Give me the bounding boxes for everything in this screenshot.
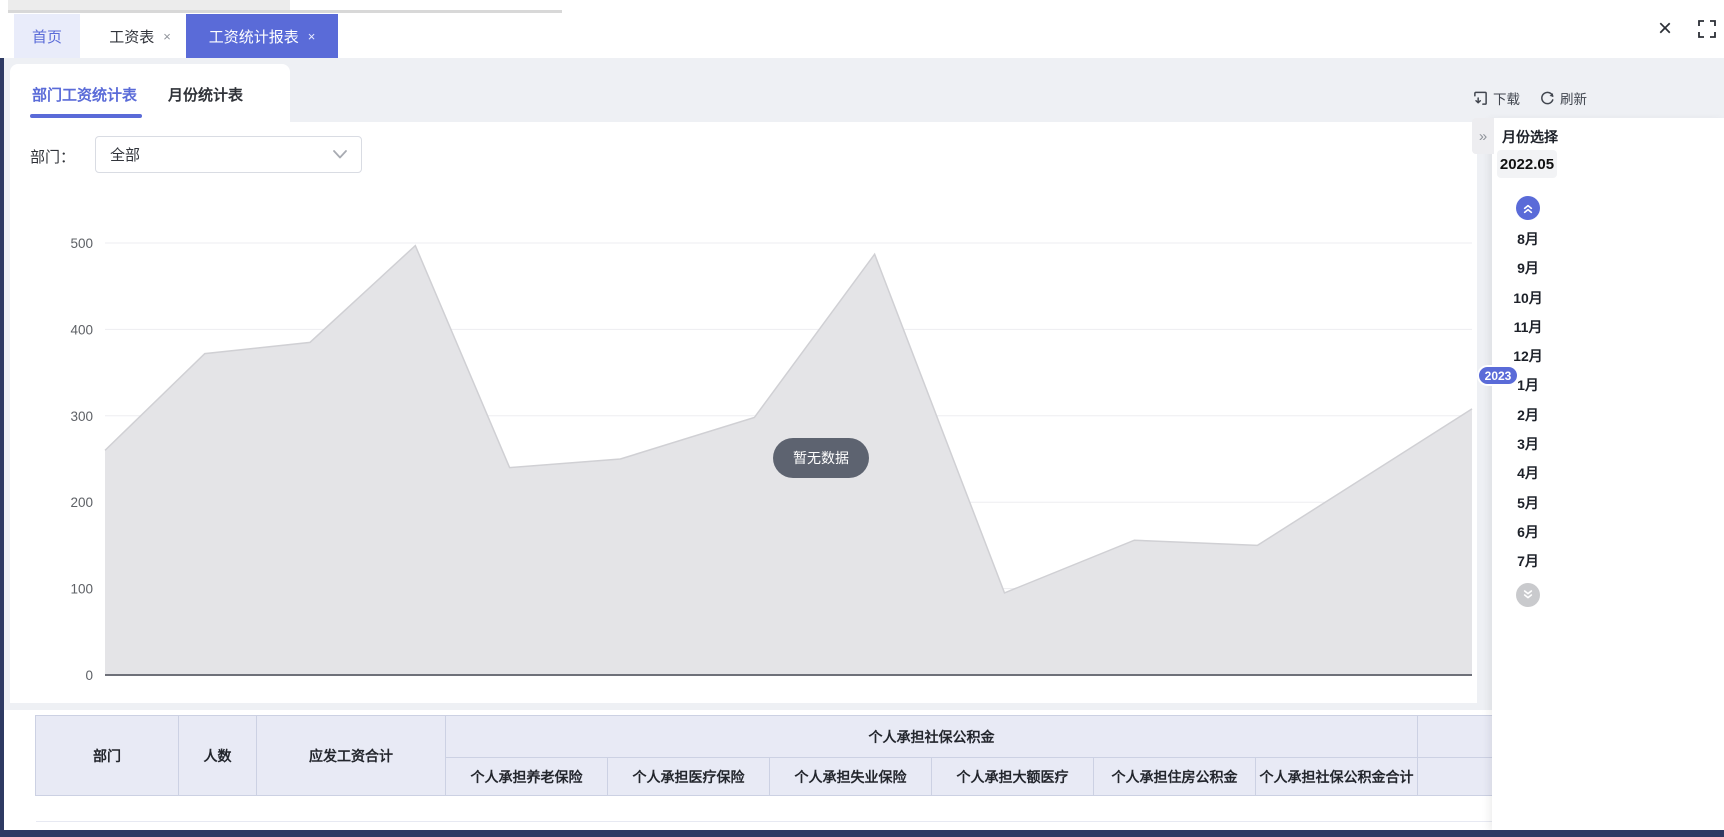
month-item[interactable]: 8月 <box>1517 231 1539 247</box>
tab-home[interactable]: 首页 <box>14 14 80 58</box>
month-item[interactable]: 11月 <box>1513 318 1543 335</box>
department-salary-table: 部门 人数 应发工资合计 个人承担社保公积金 个人承担养老保险 个人承担医疗保险… <box>35 715 1620 822</box>
tab-home-label: 首页 <box>31 28 62 46</box>
table-panel: 部门 人数 应发工资合计 个人承担社保公积金 个人承担养老保险 个人承担医疗保险… <box>4 710 1724 830</box>
close-icon[interactable]: × <box>1657 15 1672 42</box>
panel-collapse-button[interactable]: » <box>1472 118 1494 154</box>
svg-text:400: 400 <box>70 322 93 337</box>
month-item[interactable]: 1月 <box>1517 377 1539 394</box>
col-header-medical: 个人承担医疗保险 <box>607 757 770 796</box>
svg-text:200: 200 <box>70 495 93 510</box>
scroll-up-button[interactable] <box>1516 196 1540 220</box>
month-item[interactable]: 9月 <box>1517 260 1539 277</box>
chevron-down-icon <box>333 146 347 163</box>
frame-bottom-edge <box>0 830 1724 837</box>
month-item[interactable]: 12月 <box>1513 348 1543 365</box>
svg-text:0: 0 <box>85 668 93 683</box>
tab-salary-report[interactable]: 工资统计报表 × <box>186 14 338 58</box>
report-subtab-bar: 部门工资统计表 月份统计表 <box>10 64 290 122</box>
window-chrome-line <box>8 10 562 13</box>
month-item[interactable]: 6月 <box>1517 523 1539 540</box>
department-select-value: 全部 <box>110 147 141 164</box>
month-list: 8月 9月 10月 11月 12月 1月 2月 3月 4月 5月 6月 7月 <box>1492 225 1564 577</box>
current-month-value[interactable]: 2022.05 <box>1497 150 1557 178</box>
year-badge: 2023 <box>1477 365 1519 386</box>
window-chrome-strip <box>8 0 290 12</box>
col-header-unemployment: 个人承担失业保险 <box>769 757 932 796</box>
fullscreen-button[interactable] <box>1690 0 1724 58</box>
refresh-button[interactable]: 刷新 <box>1540 88 1587 108</box>
month-panel-title: 月份选择 <box>1502 129 1558 145</box>
tab-department-salary-stats[interactable]: 部门工资统计表 <box>32 87 138 104</box>
col-header-total-payable: 应发工资合计 <box>256 715 446 796</box>
department-filter-label: 部门： <box>30 149 76 166</box>
top-tab-bar: 首页 工资表 × 工资统计报表 × × <box>8 0 1677 58</box>
col-header-major-medical: 个人承担大额医疗 <box>931 757 1094 796</box>
double-arrow-right-icon: » <box>1478 127 1488 145</box>
tab-salary-table[interactable]: 工资表 × <box>94 14 186 58</box>
month-item[interactable]: 10月 <box>1513 289 1543 306</box>
download-label: 下载 <box>1493 92 1520 107</box>
department-select[interactable]: 全部 <box>95 136 362 173</box>
tab-salary-label: 工资表 <box>109 28 155 46</box>
active-subtab-underline <box>30 114 142 118</box>
month-item[interactable]: 2月 <box>1517 406 1539 423</box>
fullscreen-icon <box>1698 20 1716 38</box>
month-item[interactable]: 3月 <box>1517 436 1539 453</box>
tab-month-stats[interactable]: 月份统计表 <box>168 87 244 104</box>
double-chevron-down-icon <box>1523 590 1533 599</box>
salary-area-chart: 0 100 200 300 400 500 <box>70 236 1473 683</box>
col-header-housing-fund: 个人承担住房公积金 <box>1093 757 1256 796</box>
scroll-down-button[interactable] <box>1516 583 1540 607</box>
tab-report-close-icon[interactable]: × <box>307 28 316 44</box>
no-data-badge: 暂无数据 <box>773 438 869 478</box>
col-header-headcount: 人数 <box>178 715 257 796</box>
tab-report-label: 工资统计报表 <box>208 28 299 46</box>
tab-salary-close-icon[interactable]: × <box>163 28 171 44</box>
refresh-label: 刷新 <box>1560 92 1587 107</box>
svg-text:300: 300 <box>70 409 93 424</box>
col-header-personal-total: 个人承担社保公积金合计 <box>1254 757 1419 796</box>
chart-panel: 0 100 200 300 400 500 部门： 全部 暂无数据 <box>10 122 1477 703</box>
refresh-icon <box>1541 91 1554 104</box>
month-selector-panel: 月份选择 2022.05 8月 9月 10月 11月 12月 1月 2月 3月 4月 5月 6月 7月 <box>1492 118 1724 830</box>
month-item[interactable]: 7月 <box>1517 553 1539 570</box>
group-header-personal: 个人承担社保公积金 <box>444 715 1419 758</box>
svg-text:100: 100 <box>70 582 93 597</box>
download-button[interactable]: 下载 <box>1473 88 1520 108</box>
table-empty-row <box>35 795 1620 822</box>
svg-text:500: 500 <box>70 236 93 251</box>
month-item[interactable]: 4月 <box>1517 465 1539 482</box>
chart-toolbar: 下载 刷新 <box>1473 88 1587 108</box>
col-header-pension: 个人承担养老保险 <box>445 757 608 796</box>
frame-left-edge <box>0 58 4 837</box>
col-header-department: 部门 <box>35 715 179 796</box>
table-scroll-area[interactable]: 部门 人数 应发工资合计 个人承担社保公积金 个人承担养老保险 个人承担医疗保险… <box>35 715 1620 827</box>
month-item[interactable]: 5月 <box>1517 494 1539 511</box>
download-icon <box>1474 91 1487 105</box>
double-chevron-up-icon <box>1523 204 1533 214</box>
